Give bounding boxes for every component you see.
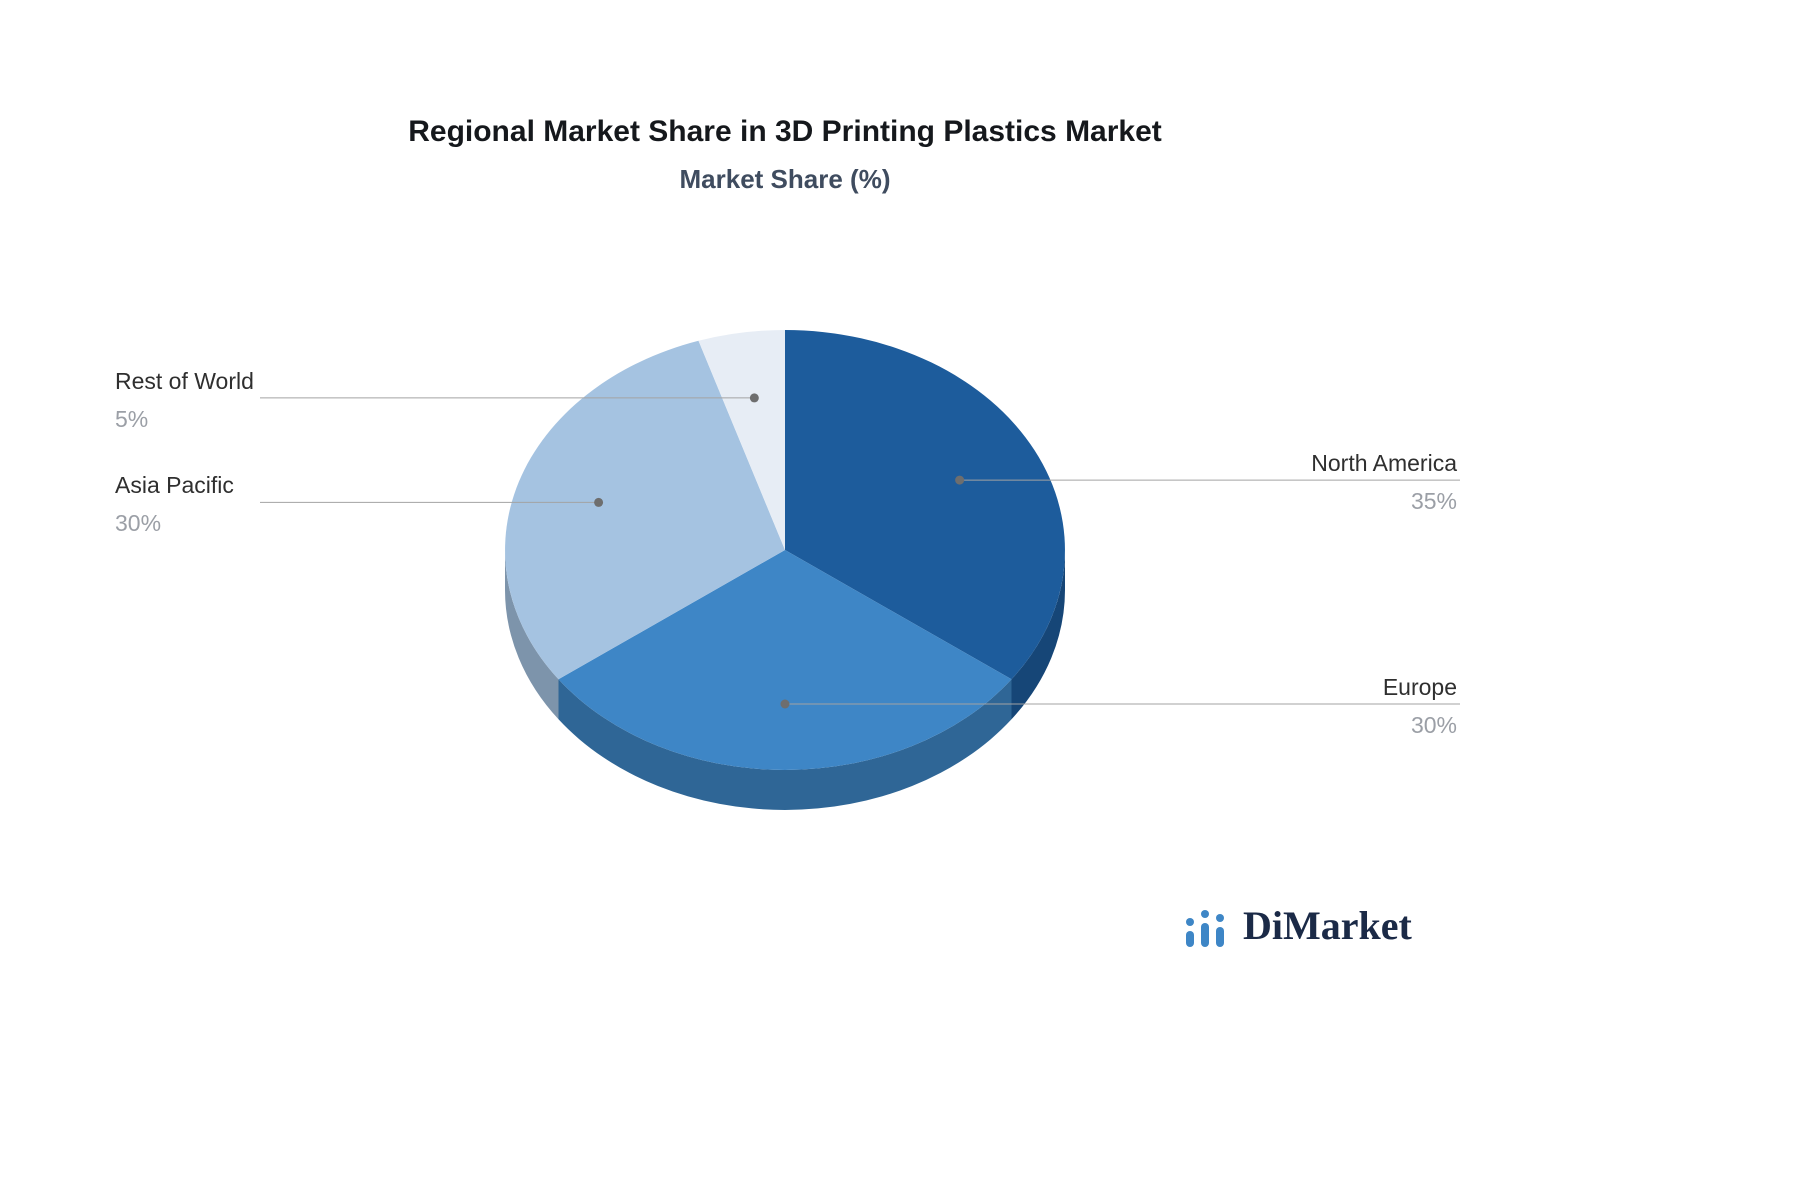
slice-label-asia-pacific: Asia Pacific 30% (115, 470, 234, 538)
slice-label-europe: Europe 30% (1383, 672, 1457, 740)
chart-subtitle: Market Share (%) (679, 164, 891, 194)
slice-value: 30% (115, 510, 162, 537)
slice-name: Asia Pacific (115, 472, 234, 499)
slice-label-north-america: North America 35% (1311, 448, 1457, 516)
slice-label-rest-of-world: Rest of World 5% (115, 366, 254, 434)
slice-name: Rest of World (115, 367, 254, 394)
slice-value: 35% (1410, 488, 1457, 515)
slice-name: North America (1311, 450, 1457, 477)
bar-chart-icon (1186, 910, 1224, 947)
brand-logo: DiMarket (1183, 903, 1412, 949)
chart-heading: Regional Market Share in 3D Printing Pla… (0, 114, 1570, 194)
slice-name: Europe (1382, 674, 1457, 700)
slice-value: 30% (1410, 712, 1457, 738)
chart-title: Regional Market Share in 3D Printing Pla… (408, 115, 1162, 148)
brand-name: DiMarket (1243, 903, 1412, 948)
slice-value: 5% (115, 405, 149, 432)
